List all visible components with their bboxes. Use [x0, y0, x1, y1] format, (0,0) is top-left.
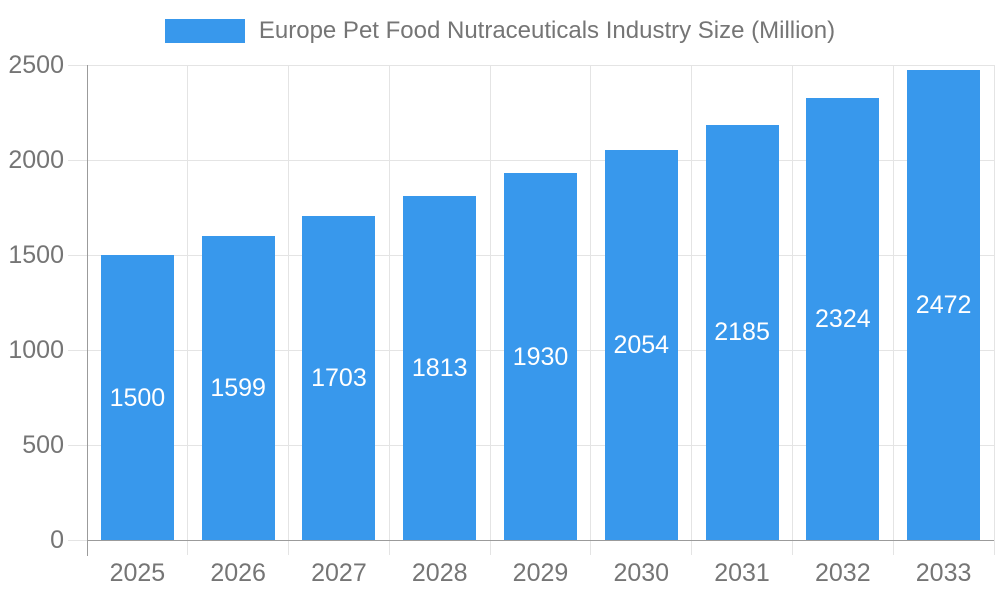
x-axis-tick — [187, 540, 189, 555]
bar — [403, 195, 477, 540]
x-tick-label: 2032 — [815, 559, 871, 587]
x-tick-label: 2033 — [915, 559, 972, 587]
legend-swatch-icon — [164, 19, 245, 43]
gridline-v — [590, 65, 592, 540]
y-axis-tick — [68, 64, 87, 66]
gridline-v — [489, 65, 491, 540]
gridline-h — [87, 159, 994, 161]
legend[interactable]: Europe Pet Food Nutraceuticals Industry … — [0, 17, 1000, 45]
x-axis-tick — [691, 540, 693, 555]
x-axis-tick — [791, 540, 793, 555]
y-tick-label: 1000 — [8, 336, 64, 364]
bar — [806, 98, 880, 540]
bar — [201, 236, 275, 540]
y-axis-tick — [68, 349, 87, 351]
x-tick-label: 2029 — [512, 559, 569, 587]
bar — [604, 149, 678, 540]
x-tick-label: 2031 — [714, 559, 770, 587]
x-axis-line — [87, 539, 994, 541]
x-axis-tick — [590, 540, 592, 555]
bar — [907, 70, 981, 540]
y-axis-tick — [68, 539, 87, 541]
gridline-v — [288, 65, 290, 540]
bar-value-label: 2185 — [714, 318, 770, 347]
gridline-v — [993, 65, 995, 540]
bar — [705, 124, 779, 540]
x-axis-tick — [288, 540, 290, 555]
y-tick-label: 500 — [22, 431, 64, 459]
bar — [504, 173, 577, 540]
x-tick-label: 2030 — [613, 559, 670, 587]
x-axis-tick — [993, 540, 995, 555]
y-axis-tick — [68, 254, 87, 256]
y-tick-label: 2500 — [8, 51, 64, 79]
bar-value-label: 1500 — [109, 383, 166, 412]
y-tick-label: 1500 — [8, 241, 64, 269]
gridline-v — [791, 65, 793, 540]
x-axis-tick — [489, 540, 491, 555]
gridline-h — [87, 64, 994, 66]
x-tick-label: 2025 — [109, 559, 166, 587]
x-axis-tick — [388, 540, 390, 555]
x-tick-label: 2027 — [311, 559, 367, 587]
x-tick-label: 2028 — [411, 559, 468, 587]
y-axis-line — [86, 65, 88, 556]
y-tick-label: 0 — [50, 526, 64, 554]
gridline-v — [388, 65, 390, 540]
legend-label: Europe Pet Food Nutraceuticals Industry … — [258, 17, 836, 44]
bar — [302, 216, 376, 540]
bar — [100, 255, 174, 540]
y-tick-label: 2000 — [8, 146, 64, 174]
bar-value-label: 2054 — [613, 330, 670, 359]
y-axis-tick — [68, 159, 87, 161]
x-tick-label: 2026 — [210, 559, 266, 587]
bar-value-label: 2472 — [915, 291, 972, 320]
y-axis-tick — [68, 444, 87, 446]
gridline-v — [892, 65, 894, 540]
bar-value-label: 1930 — [512, 342, 569, 371]
x-axis-tick — [892, 540, 894, 555]
bar-value-label: 1813 — [411, 353, 468, 382]
gridline-v — [187, 65, 189, 540]
bar-value-label: 1599 — [210, 374, 266, 403]
bar-value-label: 1703 — [311, 364, 367, 393]
gridline-v — [691, 65, 693, 540]
bar-value-label: 2324 — [815, 305, 871, 334]
